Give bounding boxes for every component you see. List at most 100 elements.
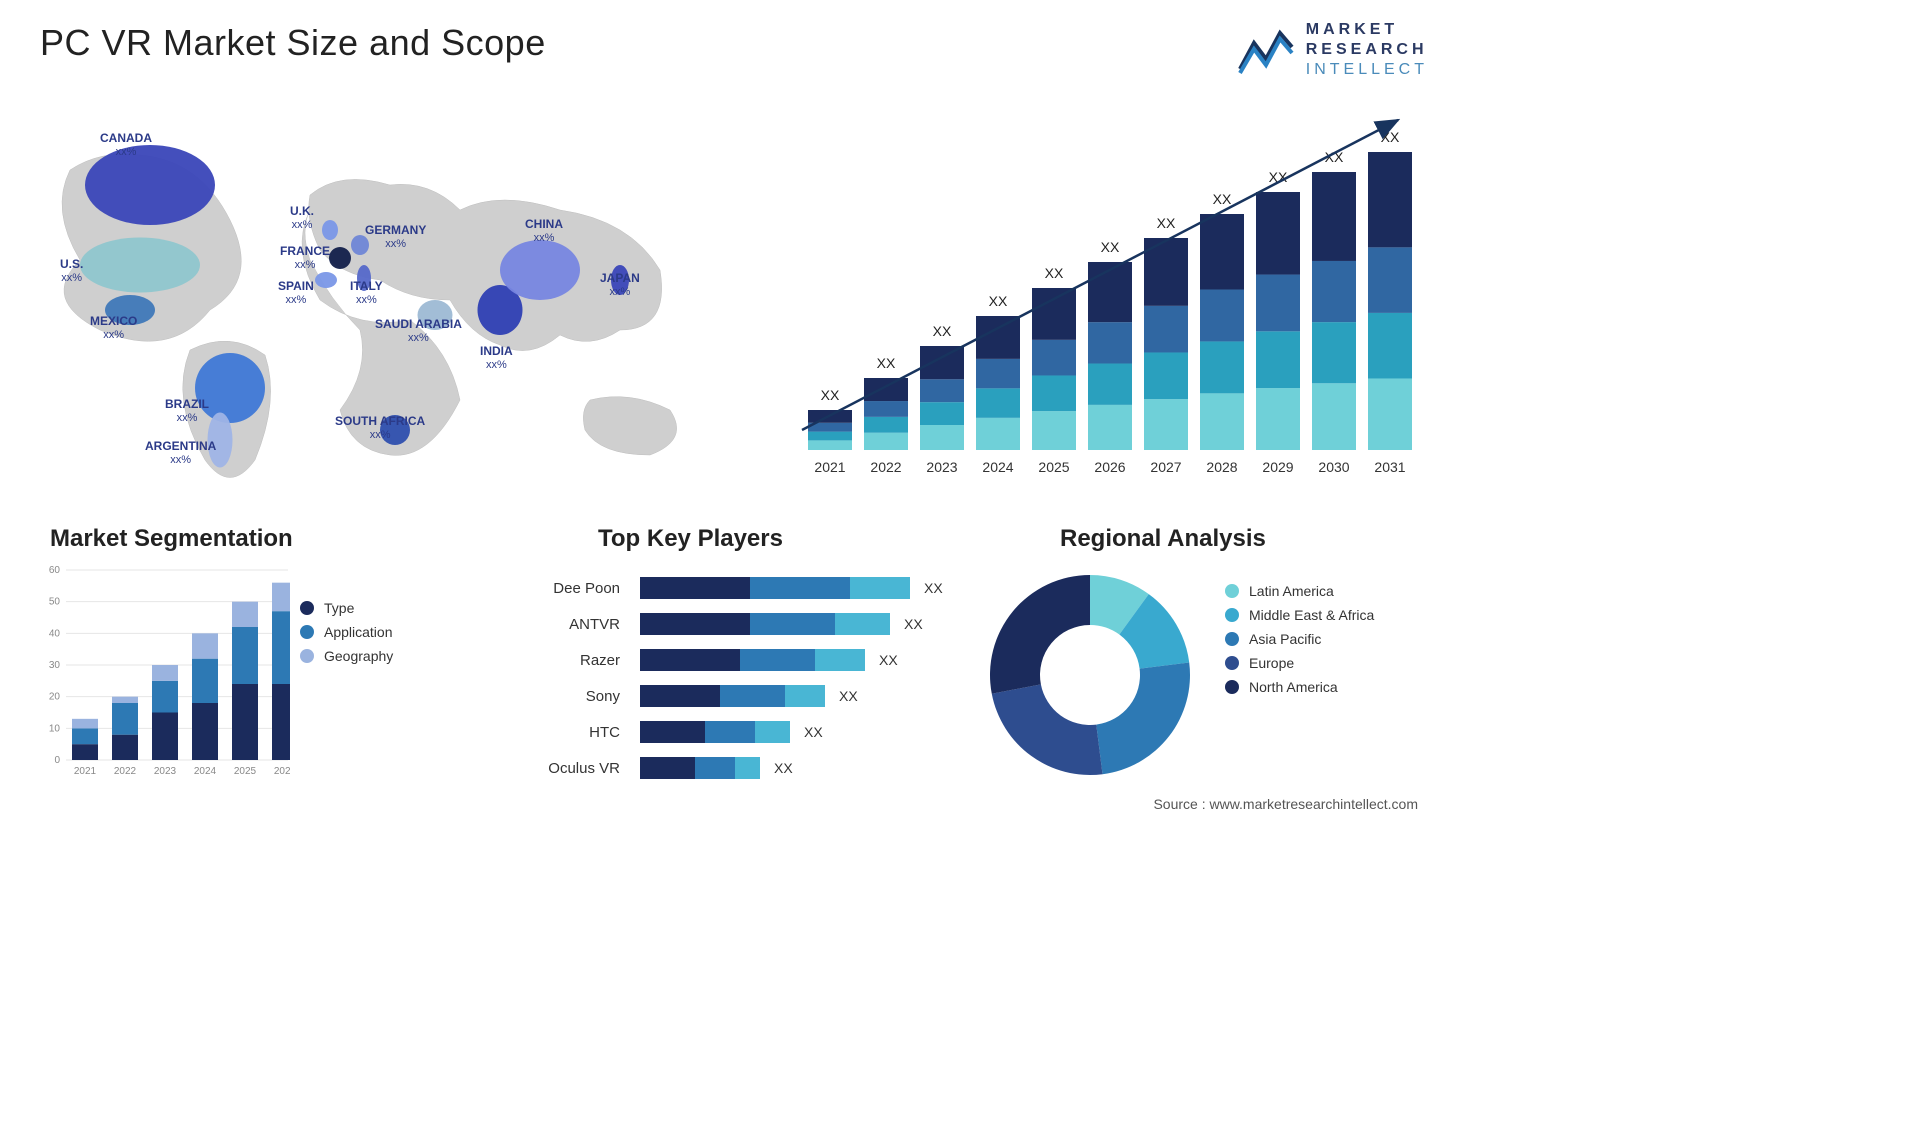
- key-players-chart: Dee PoonXXANTVRXXRazerXXSonyXXHTCXXOculu…: [500, 572, 970, 788]
- map-country-pct: xx%: [145, 454, 216, 467]
- map-label: FRANCExx%: [280, 245, 330, 271]
- key-player-bar: [640, 613, 890, 635]
- segmentation-legend: TypeApplicationGeography: [300, 592, 393, 672]
- map-label: JAPANxx%: [600, 272, 640, 298]
- legend-item: North America: [1225, 679, 1374, 695]
- map-country-pct: xx%: [480, 359, 513, 372]
- map-country-name: ITALY: [350, 279, 383, 293]
- map-country-name: SAUDI ARABIA: [375, 317, 462, 331]
- logo-line3: INTELLECT: [1306, 60, 1428, 80]
- key-player-value: XX: [924, 580, 943, 596]
- svg-text:2026: 2026: [274, 766, 290, 777]
- key-player-value: XX: [904, 616, 923, 632]
- svg-text:2026: 2026: [1094, 459, 1125, 475]
- key-player-bar-segment: [835, 613, 890, 635]
- map-label: U.S.xx%: [60, 258, 83, 284]
- key-player-bar-segment: [720, 685, 785, 707]
- legend-dot-icon: [1225, 608, 1239, 622]
- segmentation-heading: Market Segmentation: [50, 525, 293, 553]
- map-country-pct: xx%: [278, 294, 314, 307]
- key-player-name: Dee Poon: [500, 580, 640, 597]
- svg-text:2025: 2025: [1038, 459, 1069, 475]
- legend-item: Asia Pacific: [1225, 631, 1374, 647]
- svg-text:XX: XX: [1157, 215, 1176, 231]
- svg-text:2021: 2021: [814, 459, 845, 475]
- map-country-name: MEXICO: [90, 314, 137, 328]
- map-label: GERMANYxx%: [365, 224, 426, 250]
- map-country-name: GERMANY: [365, 223, 426, 237]
- page-title: PC VR Market Size and Scope: [40, 22, 546, 64]
- svg-text:XX: XX: [877, 355, 896, 371]
- logo-line1: MARKET: [1306, 20, 1428, 40]
- growth-bar-chart: XX2021XX2022XX2023XX2024XX2025XX2026XX20…: [798, 110, 1418, 480]
- svg-text:50: 50: [49, 597, 61, 608]
- legend-label: Latin America: [1249, 583, 1334, 599]
- svg-text:30: 30: [49, 660, 61, 671]
- map-country-name: U.S.: [60, 257, 83, 271]
- key-player-name: Sony: [500, 688, 640, 705]
- key-player-bar-segment: [755, 721, 790, 743]
- key-player-bar: [640, 577, 910, 599]
- legend-dot-icon: [300, 649, 314, 663]
- legend-dot-icon: [1225, 584, 1239, 598]
- legend-dot-icon: [300, 625, 314, 639]
- key-player-value: XX: [879, 652, 898, 668]
- map-label: MEXICOxx%: [90, 315, 137, 341]
- svg-text:2024: 2024: [194, 766, 217, 777]
- source-footer: Source : www.marketresearchintellect.com: [1153, 796, 1418, 812]
- key-player-row: Sony XX: [500, 680, 970, 712]
- map-country-pct: xx%: [335, 429, 425, 442]
- world-map-chart: CANADAxx%U.S.xx%MEXICOxx%BRAZILxx%ARGENT…: [30, 100, 720, 500]
- svg-text:XX: XX: [1381, 129, 1400, 145]
- key-player-value: XX: [839, 688, 858, 704]
- map-country-pct: xx%: [100, 146, 152, 159]
- map-label: SPAINxx%: [278, 280, 314, 306]
- logo-mark-icon: [1238, 25, 1294, 75]
- key-player-bar-segment: [640, 757, 695, 779]
- key-player-bar-segment: [640, 577, 750, 599]
- svg-text:2028: 2028: [1206, 459, 1237, 475]
- map-country-pct: xx%: [350, 294, 383, 307]
- key-player-bar-segment: [750, 613, 835, 635]
- key-player-bar: [640, 649, 865, 671]
- regional-heading: Regional Analysis: [1060, 525, 1266, 553]
- key-player-name: ANTVR: [500, 616, 640, 633]
- legend-item: Middle East & Africa: [1225, 607, 1374, 623]
- legend-label: Geography: [324, 648, 393, 664]
- logo-line2: RESEARCH: [1306, 40, 1428, 60]
- svg-text:XX: XX: [933, 323, 952, 339]
- legend-label: Middle East & Africa: [1249, 607, 1374, 623]
- map-country-name: CHINA: [525, 217, 563, 231]
- svg-text:2029: 2029: [1262, 459, 1293, 475]
- svg-text:XX: XX: [821, 387, 840, 403]
- map-country-pct: xx%: [60, 272, 83, 285]
- key-player-row: HTCXX: [500, 716, 970, 748]
- map-label: SOUTH AFRICAxx%: [335, 415, 425, 441]
- map-country-name: U.K.: [290, 204, 314, 218]
- key-player-bar: [640, 721, 790, 743]
- legend-item: Type: [300, 600, 393, 616]
- svg-text:XX: XX: [989, 293, 1008, 309]
- svg-text:2030: 2030: [1318, 459, 1349, 475]
- map-country-pct: xx%: [375, 332, 462, 345]
- legend-label: Asia Pacific: [1249, 631, 1321, 647]
- svg-text:2022: 2022: [870, 459, 901, 475]
- svg-text:2025: 2025: [234, 766, 257, 777]
- map-country-pct: xx%: [600, 286, 640, 299]
- map-country-pct: xx%: [525, 232, 563, 245]
- key-player-name: HTC: [500, 724, 640, 741]
- svg-text:2031: 2031: [1374, 459, 1405, 475]
- key-player-value: XX: [774, 760, 793, 776]
- key-players-heading: Top Key Players: [598, 525, 783, 553]
- legend-label: Europe: [1249, 655, 1294, 671]
- map-label: ARGENTINAxx%: [145, 440, 216, 466]
- svg-text:2023: 2023: [926, 459, 957, 475]
- map-country-pct: xx%: [280, 259, 330, 272]
- key-player-row: Oculus VRXX: [500, 752, 970, 784]
- legend-dot-icon: [300, 601, 314, 615]
- legend-item: Europe: [1225, 655, 1374, 671]
- svg-text:XX: XX: [1213, 191, 1232, 207]
- key-player-bar-segment: [750, 577, 850, 599]
- regional-donut-chart: [980, 565, 1200, 785]
- map-label: BRAZILxx%: [165, 398, 209, 424]
